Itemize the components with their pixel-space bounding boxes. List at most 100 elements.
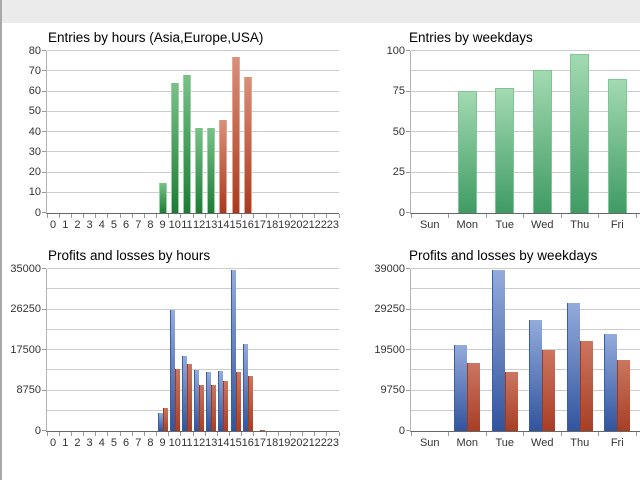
x-axis-tick [485,432,487,436]
bar-losses-Tue[interactable] [504,372,518,431]
x-axis-tick [95,432,97,436]
y-axis-tick [406,349,410,350]
gridline [411,90,640,92]
plot-area: 0 25 50 75 100 Sun Mon Tue Wed Thu Fri [387,45,640,231]
bar-losses-10[interactable] [174,369,180,431]
bar-profits-12[interactable] [194,370,200,431]
bar-entries-11[interactable] [182,75,191,213]
y-tick-label: 50 [392,125,405,138]
bar-profits-Mon[interactable] [454,345,468,431]
y-axis-tick [42,212,46,213]
x-tick-label: 18 [265,219,279,231]
bar-entries-9[interactable] [158,183,167,213]
y-tick-label: 20 [28,166,41,178]
x-tick-label: 23 [326,437,340,449]
bar-losses-16[interactable] [247,376,253,431]
x-tick-label: 3 [86,437,93,449]
bar-entries-Mon[interactable] [457,91,477,213]
bar-losses-17[interactable] [259,430,265,431]
bar-profits-Wed[interactable] [529,320,543,431]
x-tick-label: 19 [278,437,291,449]
x-tick-label: 11 [181,219,193,231]
gridline [411,50,640,51]
bar-losses-15[interactable] [235,372,241,431]
y-tick-label: 35000 [10,262,41,275]
y-axis-tick [406,131,410,132]
bar-entries-Thu[interactable] [570,54,590,213]
x-axis-tick [326,432,328,436]
bar-profits-Thu[interactable] [566,303,580,431]
x-axis-tick [314,432,316,436]
x-axis-tick [131,432,133,436]
x-axis-tick [253,432,255,436]
x-axis-tick [204,432,206,436]
bar-profits-Tue[interactable] [491,270,505,431]
bar-entries-Tue[interactable] [495,88,515,213]
bar-entries-16[interactable] [243,77,252,213]
chart-title: Entries by weekdays [409,30,533,45]
x-axis-tick [277,214,279,218]
gridline [47,110,339,112]
x-axis-tick [131,214,133,218]
bar-entries-Wed[interactable] [532,70,552,213]
x-tick-label: 22 [314,437,327,449]
x-axis-tick [598,214,599,218]
bar-entries-10[interactable] [170,83,179,213]
x-tick-label: Tue [495,437,515,449]
x-axis-tick [241,214,243,218]
x-axis-tick [156,432,157,436]
bar-profits-Fri[interactable] [604,334,618,431]
bar-losses-Wed[interactable] [542,350,556,431]
gridline [47,308,339,310]
y-tick-label: 0 [34,424,41,437]
y-axis-tick [42,430,46,431]
bar-entries-14[interactable] [219,120,228,213]
x-tick-label: 20 [290,437,303,449]
bar-losses-Thu[interactable] [579,341,593,431]
x-axis-tick [448,214,449,218]
gridline [411,151,640,153]
x-axis-tick [598,432,599,436]
bar-losses-Mon[interactable] [467,363,481,431]
bar-profits-11[interactable] [181,356,187,431]
x-axis-tick [253,214,255,218]
bar-losses-13[interactable] [211,385,217,431]
y-tick-label: 0 [34,206,41,219]
x-tick-label: 4 [98,219,105,231]
x-axis-tick [326,214,328,218]
x-axis-tick [168,214,170,218]
x-axis-tick [560,214,562,218]
x-axis-tick [180,432,182,436]
bar-losses-11[interactable] [186,364,192,431]
x-axis-tick [338,432,340,436]
bar-entries-Fri[interactable] [607,79,627,213]
x-tick-label: 14 [217,219,230,231]
gridline [411,70,640,72]
y-tick-label: 29250 [374,303,405,315]
gridline [47,288,339,290]
x-tick-label: 21 [302,219,315,231]
x-axis-tick [143,432,145,436]
bar-losses-14[interactable] [223,381,229,431]
x-tick-label: 3 [86,219,93,231]
x-tick-label: 21 [302,437,315,449]
x-tick-label: 18 [265,437,279,449]
x-tick-label: 13 [205,437,218,449]
bar-entries-12[interactable] [195,128,204,213]
x-axis-tick [58,214,60,218]
bar-losses-Fri[interactable] [617,360,631,431]
bar-profits-10[interactable] [169,310,175,431]
y-tick-label: 10 [28,186,41,199]
bar-profits-13[interactable] [206,372,212,431]
bar-profits-14[interactable] [218,371,224,431]
bar-losses-12[interactable] [199,385,205,431]
gridline [47,191,339,193]
bar-losses-9[interactable] [162,408,168,431]
bar-profits-15[interactable] [230,270,236,431]
x-tick-label: 22 [314,219,327,231]
bar-profits-16[interactable] [242,344,248,431]
bar-profits-9[interactable] [157,413,163,431]
bar-entries-15[interactable] [231,57,240,213]
bar-entries-13[interactable] [207,128,216,213]
